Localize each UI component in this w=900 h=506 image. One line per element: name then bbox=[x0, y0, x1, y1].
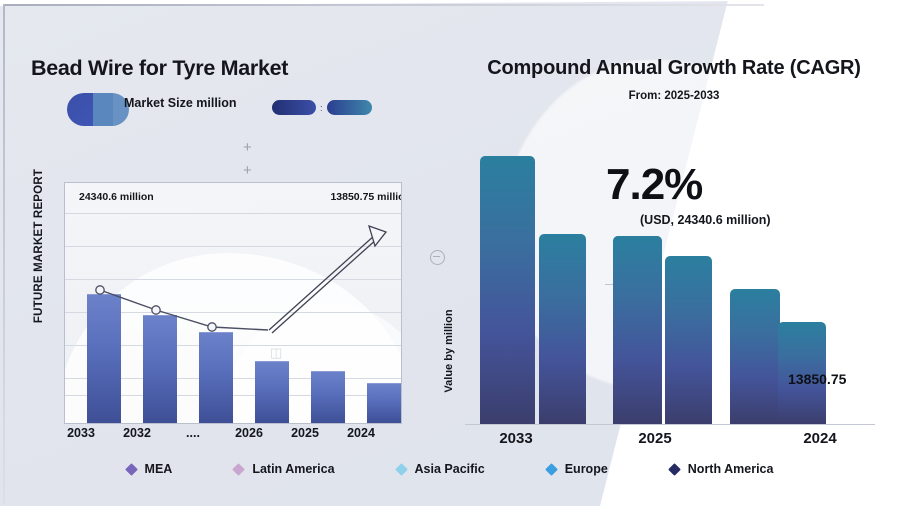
pill-separator: : bbox=[320, 102, 323, 113]
caption-right: 13850.75 million bbox=[330, 191, 401, 203]
legend-item-mea[interactable]: MEA bbox=[124, 462, 173, 476]
left-divider bbox=[3, 4, 5, 504]
pill-secondary-icon bbox=[326, 100, 372, 115]
plus-icon-bottom: + bbox=[243, 162, 252, 179]
gridline bbox=[65, 279, 401, 280]
legend-dot-icon bbox=[544, 462, 558, 476]
cagr-note: (USD, 24340.6 million) bbox=[640, 213, 771, 227]
legend-label: Europe bbox=[564, 462, 608, 476]
bar-2024 bbox=[367, 383, 401, 423]
legend-label: Asia Pacific bbox=[414, 462, 485, 476]
cagr-x-tick-2024: 2024 bbox=[803, 430, 837, 447]
market-size-logo-icon bbox=[67, 93, 129, 126]
legend-dot-icon bbox=[232, 462, 246, 476]
legend-label: North America bbox=[687, 462, 774, 476]
legend: MEA Latin America Asia Pacific Europe No… bbox=[0, 462, 900, 476]
gridline bbox=[65, 246, 401, 247]
cagr-title: Compound Annual Growth Rate (CAGR) bbox=[487, 57, 861, 79]
top-divider bbox=[4, 4, 764, 6]
circle-minus-icon bbox=[430, 250, 445, 265]
cagr-bar-2024-primary bbox=[730, 289, 780, 424]
cagr-bar-2025-secondary bbox=[665, 256, 712, 424]
gridline bbox=[65, 395, 401, 396]
x-tick-2025: 2025 bbox=[291, 426, 319, 440]
cagr-data-label-2024: 13850.75 bbox=[788, 371, 847, 387]
legend-dot-icon bbox=[394, 462, 408, 476]
cagr-x-tick-2033: 2033 bbox=[499, 430, 533, 447]
cagr-bar-2033-primary bbox=[480, 156, 535, 424]
cagr-baseline bbox=[465, 424, 875, 425]
x-tick-2032: 2032 bbox=[123, 426, 151, 440]
plus-icon-top: + bbox=[243, 139, 252, 156]
logo-right-shape bbox=[93, 93, 129, 126]
gridline bbox=[65, 213, 401, 214]
header-pill-group: : bbox=[272, 100, 372, 115]
future-market-report-label: FUTURE MARKET REPORT bbox=[33, 168, 45, 324]
cagr-chart bbox=[465, 155, 875, 424]
gridline bbox=[65, 345, 401, 346]
pill-primary-icon bbox=[272, 100, 316, 115]
x-tick-2026: 2026 bbox=[235, 426, 263, 440]
market-size-chart: 24340.6 million 13850.75 million ◫ ☐ bbox=[64, 182, 402, 424]
cagr-bar-2033-secondary bbox=[539, 234, 586, 424]
market-size-label: Market Size million bbox=[124, 96, 237, 110]
cagr-bar-2025-primary bbox=[613, 236, 662, 424]
legend-dot-icon bbox=[667, 462, 681, 476]
legend-item-asia-pacific[interactable]: Asia Pacific bbox=[394, 462, 485, 476]
legend-label: Latin America bbox=[252, 462, 335, 476]
x-tick-2024: 2024 bbox=[347, 426, 375, 440]
legend-label: MEA bbox=[144, 462, 173, 476]
value-by-million-label: Value by million bbox=[443, 309, 455, 393]
legend-item-north-america[interactable]: North America bbox=[667, 462, 774, 476]
caption-left: 24340.6 million bbox=[79, 191, 154, 203]
document-watermark-icon: ◫ bbox=[270, 345, 283, 360]
cagr-value: 7.2% bbox=[606, 160, 703, 209]
cagr-bar-2024-secondary bbox=[778, 322, 826, 424]
page-title: Bead Wire for Tyre Market bbox=[31, 56, 289, 80]
cagr-x-tick-2025: 2025 bbox=[638, 430, 672, 447]
legend-dot-icon bbox=[124, 462, 138, 476]
x-tick-2033: 2033 bbox=[67, 426, 95, 440]
legend-item-latin-america[interactable]: Latin America bbox=[232, 462, 335, 476]
bar-2026 bbox=[255, 361, 289, 423]
x-tick-ellipsis: .... bbox=[186, 426, 200, 440]
cagr-subtitle: From: 2025-2033 bbox=[628, 90, 720, 102]
bar-ellipsis bbox=[199, 332, 233, 423]
bar-2033 bbox=[87, 294, 121, 423]
bar-2025 bbox=[311, 371, 345, 423]
gridline bbox=[65, 378, 401, 379]
bar-2032 bbox=[143, 315, 177, 423]
legend-item-europe[interactable]: Europe bbox=[544, 462, 608, 476]
